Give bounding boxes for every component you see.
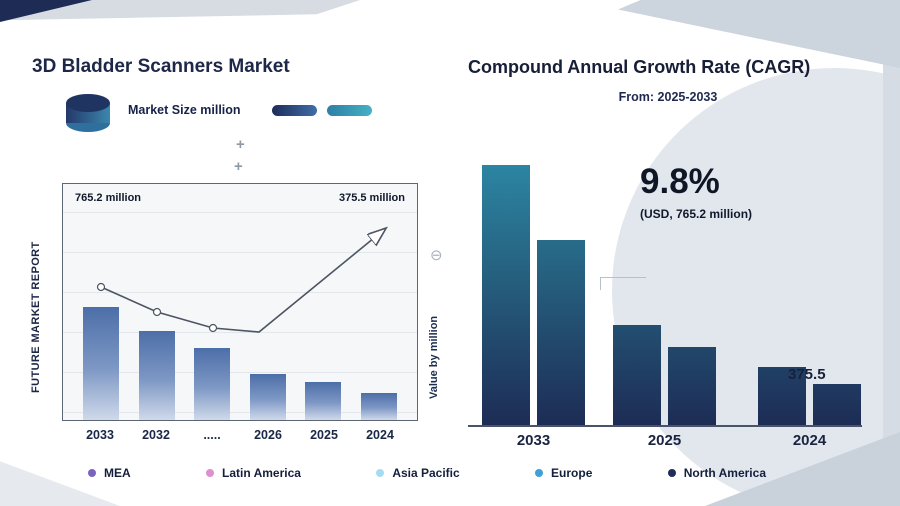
gradient-pill — [272, 105, 317, 116]
cagr-bar-2033-series-1 — [482, 165, 530, 425]
cagr-value-block: 9.8% (USD, 765.2 million) — [640, 162, 870, 221]
legend-label: Latin America — [222, 466, 301, 480]
region-legend: MEA Latin America Asia Pacific Europe North … — [88, 466, 766, 480]
annotation-765-million: 765.2 million — [75, 192, 142, 204]
legend-item-north-america: North America — [667, 466, 766, 480]
cylinder-chart-icon — [64, 90, 118, 139]
market-size-key: Market Size million — [64, 90, 404, 136]
legend-dot — [376, 469, 385, 477]
legend-label: MEA — [104, 466, 131, 480]
data-label-375: 375.5 — [788, 366, 826, 383]
plus-icon: + — [234, 158, 243, 175]
legend-item-asia-pacific: Asia Pacific — [376, 466, 460, 480]
cagr-bar-2025-series-2 — [668, 347, 716, 425]
cagr-x-label-2033: 2033 — [516, 432, 551, 449]
cagr-bar-group-2033: 2033 — [482, 153, 585, 449]
future-market-report-label: FUTURE MARKET REPORT — [30, 241, 42, 394]
legend-item-latin-america: Latin America — [206, 466, 301, 480]
market-size-x-label-2025: 2025 — [310, 428, 338, 442]
gradient-pill — [327, 105, 372, 116]
cagr-bar-2033-series-2 — [537, 240, 585, 425]
cagr-bar-groups: 2033 2025 2024 — [468, 153, 861, 449]
cagr-chart: 2033 2025 2024 — [468, 153, 866, 455]
cagr-title: Compound Annual Growth Rate (CAGR) — [468, 57, 811, 77]
legend-dot — [535, 469, 544, 477]
legend-dot — [206, 469, 215, 477]
legend-label: Asia Pacific — [392, 466, 460, 480]
legend-item-europe: Europe — [535, 466, 592, 480]
market-size-x-label-2026: 2026 — [254, 428, 282, 442]
cagr-subtitle: From: 2025-2033 — [618, 90, 718, 104]
cagr-bars-2024 — [758, 153, 861, 425]
market-size-x-axis: 2033 2032..... 2026 2025 2024 — [62, 428, 418, 442]
market-size-x-label-2024: 2024 — [366, 428, 394, 442]
circle-minus-icon: ⊖ — [430, 247, 443, 264]
market-size-x-label-2032: 2032 — [142, 428, 170, 442]
cagr-x-label-2024: 2024 — [792, 432, 827, 449]
x-axis-line — [468, 425, 862, 427]
cagr-bars-2033 — [482, 153, 585, 425]
cagr-usd-note: (USD, 765.2 million) — [640, 207, 753, 221]
market-size-bar-2025 — [305, 382, 342, 420]
cagr-bar-group-2025: 2025 — [613, 153, 716, 449]
legend-dot — [88, 469, 96, 477]
legend-label: North America — [683, 466, 766, 480]
market-size-bar-2032 — [138, 331, 175, 420]
market-size-bar-2033 — [83, 307, 119, 420]
market-size-bar-2026 — [249, 374, 286, 420]
market-size-bars — [63, 182, 417, 420]
cagr-bars-2025 — [613, 153, 716, 425]
cagr-bar-group-2024: 2024 — [758, 153, 861, 449]
legend-label: Europe — [551, 466, 593, 480]
annotation-375-million: 375.5 million — [338, 192, 405, 204]
market-size-chart: 765.2 million 375.5 million — [62, 183, 418, 421]
plus-icon: + — [236, 136, 245, 153]
market-size-x-label-.....: ..... — [203, 428, 221, 442]
step-line-decor — [600, 277, 646, 290]
value-axis-label: Value by million — [428, 315, 440, 400]
cagr-bar-2024-series-1 — [758, 367, 806, 425]
market-size-x-label-2033: 2033 — [86, 428, 114, 442]
market-size-bar-..... — [194, 348, 231, 420]
cagr-bar-2024-series-2 — [813, 384, 861, 425]
market-size-bar-2024 — [360, 393, 397, 420]
cagr-percentage: 9.8% — [640, 162, 720, 201]
cagr-x-label-2025: 2025 — [647, 432, 682, 449]
legend-dot — [667, 469, 676, 477]
page-title: 3D Bladder Scanners Market — [32, 56, 290, 77]
legend-item-mea: MEA — [88, 466, 131, 480]
cagr-bar-2025-series-1 — [613, 325, 661, 425]
market-size-label: Market Size million — [128, 103, 241, 117]
right-edge-band — [883, 0, 900, 506]
